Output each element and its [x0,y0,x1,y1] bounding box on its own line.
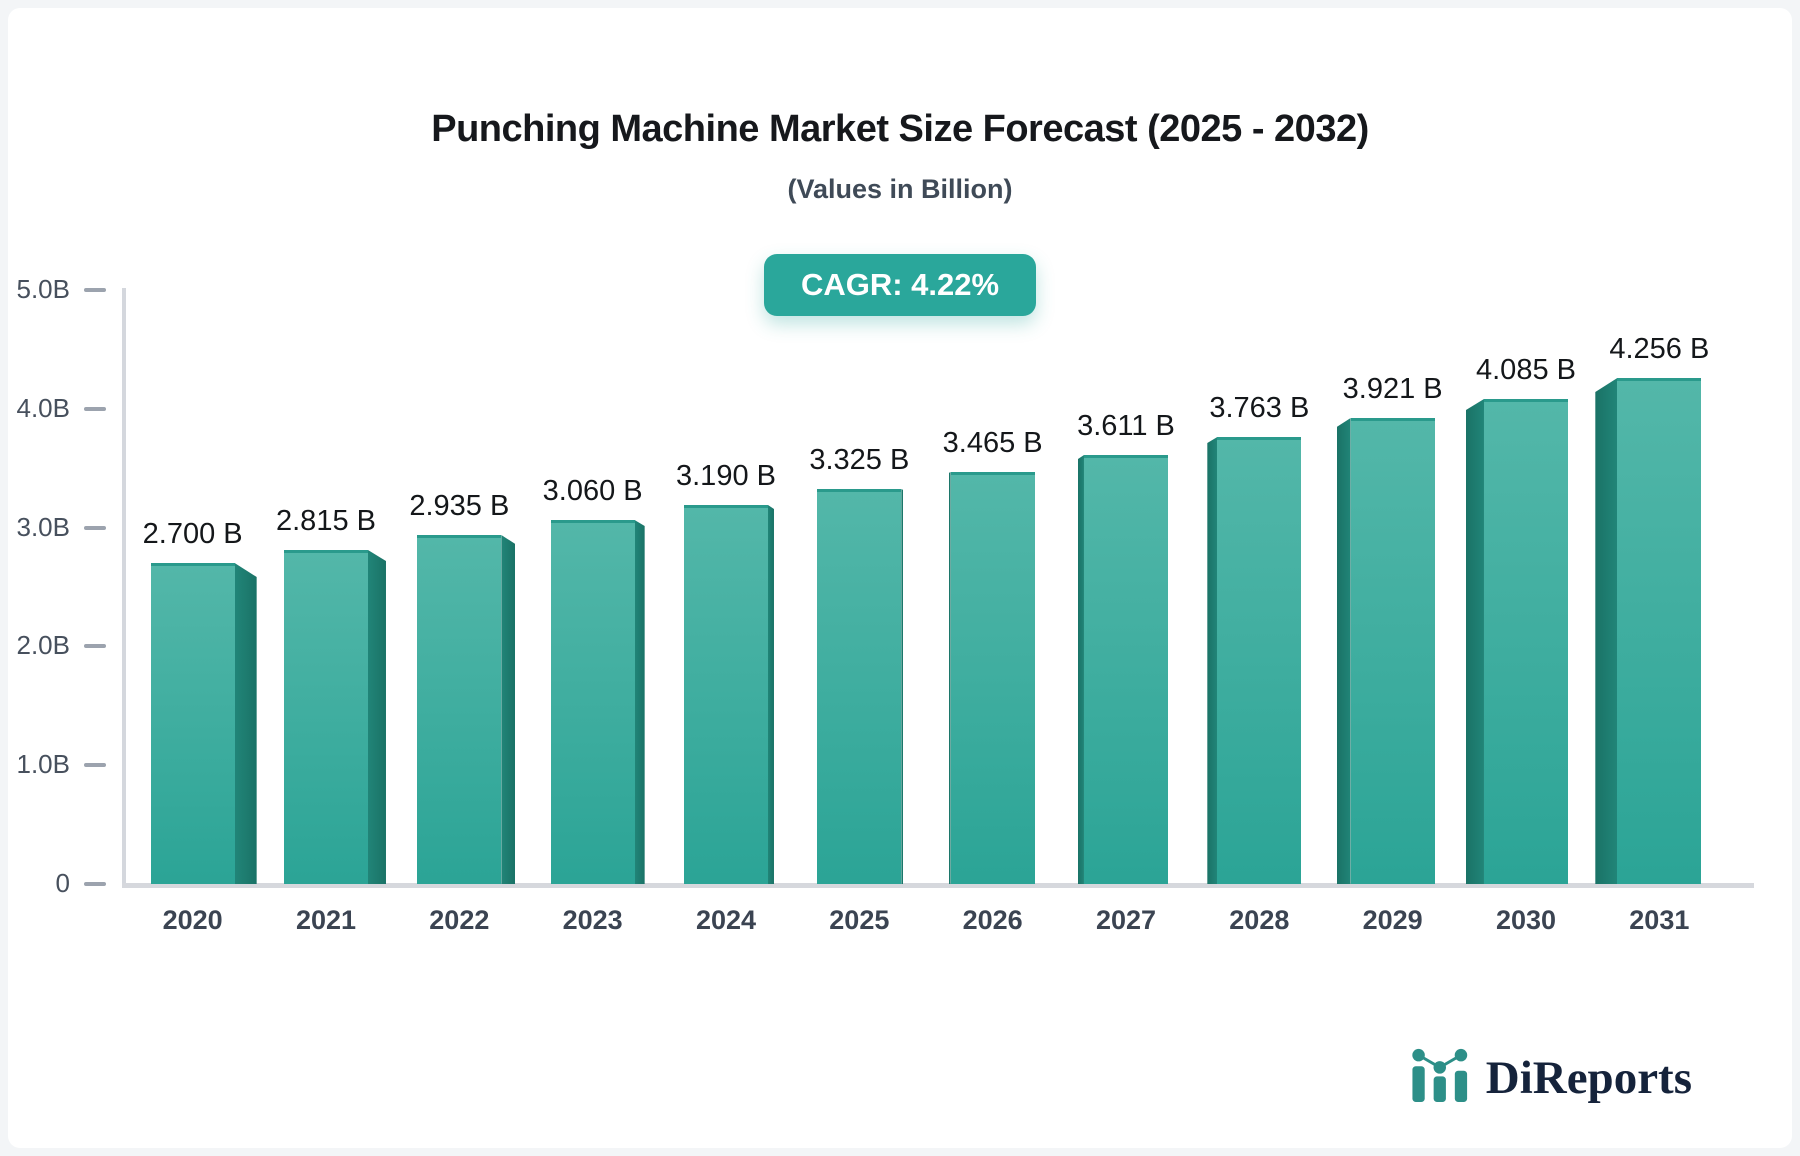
bar-side-face [367,550,386,884]
y-tick-label: 3.0B [16,511,71,542]
bar-group-2028: 3.763 B 2028 [1193,290,1326,935]
bar-front-face [683,505,768,884]
bar-group-2031: 4.256 B 2031 [1593,290,1726,935]
bar-front-face [550,520,635,884]
bar-front-face [950,472,1035,884]
bar-2024 [683,505,774,884]
x-axis-label-2027: 2027 [1095,905,1157,935]
bar-front-face [150,563,235,884]
bar-2031 [1595,378,1702,884]
bar-side-face [501,535,516,884]
bar-front-face [1217,437,1302,884]
bar-value-label: 3.611 B [1077,410,1175,442]
cagr-badge-row: CAGR: 4.22% [8,254,1792,316]
bar-value-label: 3.763 B [1209,392,1310,424]
bar-value-label: 3.465 B [942,427,1043,459]
y-tick-label: 5.0B [16,274,71,304]
bar-front-face [417,535,502,884]
x-axis-label-2030: 2030 [1495,905,1557,935]
x-axis-label-2031: 2031 [1629,905,1690,935]
bar-group-2030: 4.085 B 2030 [1459,290,1592,935]
bar-value-label: 2.815 B [276,505,376,537]
bar-group-2021: 2.815 B 2021 [259,290,392,935]
bar-2028 [1207,437,1302,884]
bar-group-2024: 3.190 B 2024 [659,290,792,935]
bar-group-2020: 2.700 B 2020 [126,290,259,935]
bar-front-face [1617,378,1702,884]
y-tick-mark [84,288,106,292]
y-tick-mark [84,525,106,530]
y-tick-mark [84,763,106,768]
bar-2020 [150,563,257,884]
cagr-badge: CAGR: 4.22% [763,254,1037,316]
bar-2026 [948,472,1035,884]
y-tick-label: 4.0B [16,392,71,423]
x-axis-label-2024: 2024 [695,905,757,935]
direports-logo-text: DiReports [1485,1052,1692,1104]
bar-group-2026: 3.465 B 2026 [926,290,1059,935]
bar-value-label: 4.256 B [1609,333,1710,365]
bar-2022 [417,535,516,884]
bar-group-2029: 3.921 B 2029 [1326,290,1459,935]
bar-side-face [767,505,774,884]
x-axis-label-2020: 2020 [162,905,223,935]
direports-logo: DiReports [1408,1044,1692,1102]
y-tick-mark [84,644,106,649]
x-axis-label-2028: 2028 [1229,905,1290,935]
x-axis-label-2021: 2021 [295,905,357,935]
bar-side-face [1207,437,1218,884]
bar-value-label: 3.190 B [676,460,776,492]
bar-side-face [234,563,257,884]
bar-front-face [1083,455,1168,884]
bar-value-label: 4.085 B [1476,354,1576,386]
bar-group-2022: 2.935 B 2022 [393,290,526,935]
bar-2029 [1336,418,1435,884]
chart-title: Punching Machine Market Size Forecast (2… [431,108,1369,150]
x-axis-label-2023: 2023 [562,905,623,935]
x-axis-label-2022: 2022 [429,905,490,935]
x-axis-label-2029: 2029 [1362,905,1423,935]
chart-card: Punching Machine Market Size Forecast (2… [8,8,1792,1148]
bar-group-2025: 3.325 B 2025 [793,290,926,935]
bar-side-face [948,472,951,884]
bar-group-2027: 3.611 B 2027 [1059,290,1192,935]
bar-side-face [1336,418,1351,884]
bar-front-face [817,489,902,884]
bar-front-face [1483,399,1568,884]
bar-value-label: 2.935 B [409,490,510,522]
bar-2025 [817,489,904,884]
y-tick-label: 0 [55,868,70,898]
x-axis-baseline [122,883,1754,888]
bar-2023 [550,520,645,884]
bar-value-label: 3.060 B [542,475,643,507]
bar-value-label: 2.700 B [142,518,243,550]
bar-2021 [283,550,386,884]
bar-side-face [1077,455,1084,884]
y-axis-line [122,288,126,884]
bar-2027 [1077,455,1168,884]
bar-group-2023: 3.060 B 2023 [526,290,659,935]
bar-side-face [1465,399,1484,884]
bar-front-face [283,550,368,884]
bar-front-face [1350,418,1435,884]
direports-logo-icon [1412,1048,1467,1102]
y-tick-mark [84,882,106,886]
y-tick-mark [84,406,106,411]
y-tick-label: 2.0B [16,630,71,661]
x-axis-label-2026: 2026 [962,905,1023,935]
bar-2030 [1465,399,1568,884]
x-axis-label-2025: 2025 [829,905,890,935]
bar-side-face [901,489,904,884]
bar-value-label: 3.921 B [1342,373,1443,405]
y-tick-label: 1.0B [16,749,71,780]
bar-side-face [1595,378,1618,884]
bar-side-face [634,520,645,884]
chart-subtitle: (Values in Billion) [787,174,1013,204]
bar-value-label: 3.325 B [809,444,910,476]
